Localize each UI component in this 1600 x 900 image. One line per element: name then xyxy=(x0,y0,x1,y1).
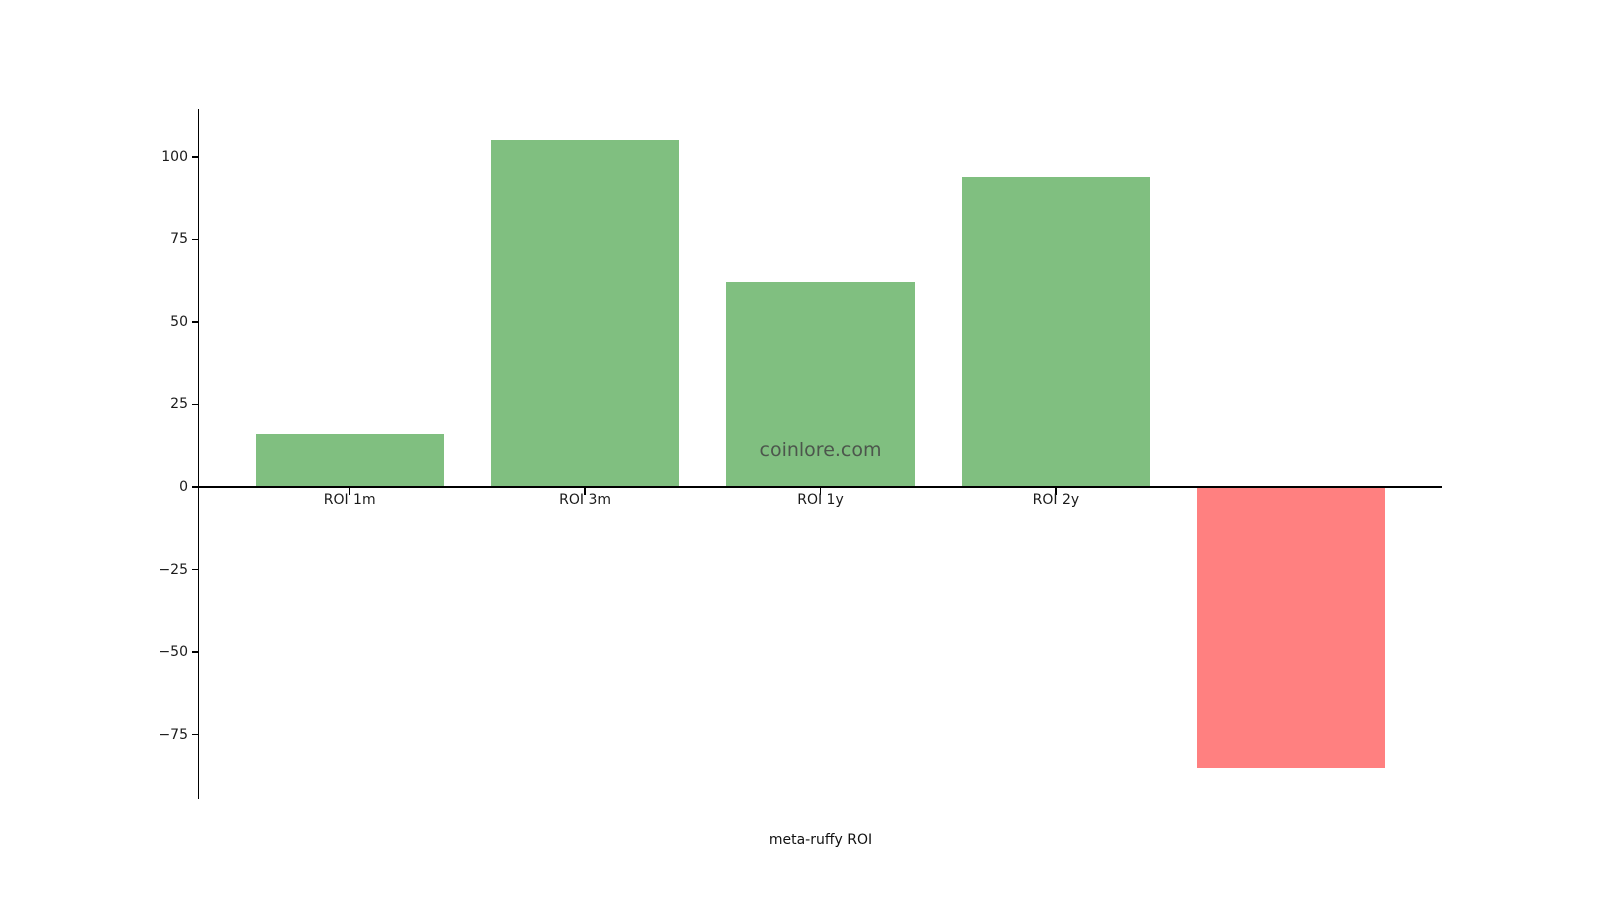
x-tick-label: ROI 1y xyxy=(797,492,844,508)
roi-bar xyxy=(726,282,915,487)
y-tick-label: −25 xyxy=(158,561,188,578)
y-tick-label: −75 xyxy=(158,726,188,743)
roi-bar xyxy=(490,140,680,487)
x-tick-mark xyxy=(1055,487,1057,495)
x-tick-label: ROI 3m xyxy=(559,492,612,508)
x-tick-mark xyxy=(584,487,586,495)
y-tick-mark xyxy=(192,321,199,323)
y-tick-mark xyxy=(192,238,199,241)
y-tick-mark xyxy=(192,568,199,571)
y-tick-label: 0 xyxy=(179,479,188,495)
roi-bar xyxy=(1197,487,1386,768)
x-axis-line xyxy=(197,486,1442,488)
y-tick-label: −50 xyxy=(158,644,188,661)
x-tick-mark xyxy=(348,487,351,495)
watermark-text: coinlore.com xyxy=(759,439,882,461)
y-tick-label: 25 xyxy=(170,396,188,413)
y-tick-mark xyxy=(192,403,199,406)
roi-bar xyxy=(961,176,1151,487)
x-tick-label: ROI 1m xyxy=(323,492,376,508)
y-tick-label: 50 xyxy=(170,313,188,330)
y-tick-mark xyxy=(192,156,199,158)
chart-title: meta-ruffy ROI xyxy=(768,832,873,848)
x-tick-label: ROI 2y xyxy=(1032,492,1080,508)
x-tick-mark xyxy=(819,487,822,495)
y-tick-label: 75 xyxy=(170,231,188,248)
y-tick-label: 100 xyxy=(161,148,188,165)
y-axis-line xyxy=(197,109,199,799)
y-tick-mark xyxy=(192,733,199,736)
y-tick-mark xyxy=(192,651,199,653)
y-tick-mark xyxy=(192,486,199,488)
roi-bar xyxy=(255,434,444,487)
